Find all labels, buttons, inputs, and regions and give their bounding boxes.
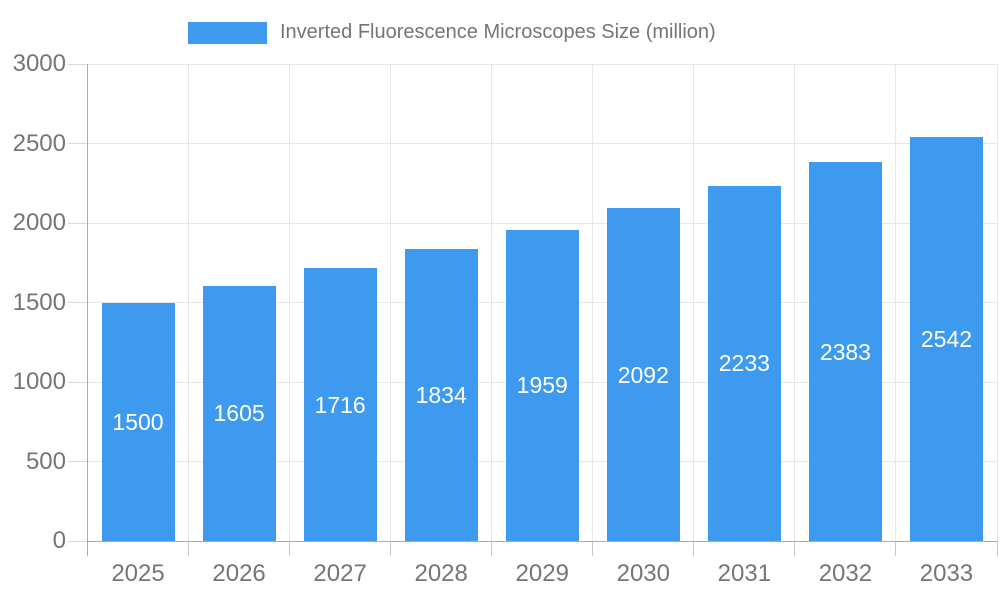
bar-2027[interactable] <box>303 268 377 541</box>
x-tick-label: 2029 <box>515 560 569 587</box>
y-axis-tick <box>68 381 88 383</box>
x-tick-label: 2028 <box>414 560 468 587</box>
y-tick-label: 1500 <box>12 288 66 316</box>
y-gridline <box>87 63 997 65</box>
x-gridline <box>693 64 695 541</box>
bar-2029[interactable] <box>505 229 579 541</box>
x-axis-tick <box>491 541 493 556</box>
y-axis-tick <box>68 302 88 303</box>
y-tick-label: 2000 <box>12 209 66 236</box>
y-tick-label: 1000 <box>12 368 66 395</box>
y-axis-tick <box>68 540 88 542</box>
bar-2028[interactable] <box>404 249 478 541</box>
x-tick-label: 2033 <box>919 560 974 587</box>
x-axis-tick <box>390 541 392 556</box>
bar-2033[interactable] <box>909 136 983 541</box>
x-axis-tick <box>693 541 695 556</box>
x-tick-label: 2032 <box>818 560 873 587</box>
bar-2025[interactable] <box>101 302 175 541</box>
legend-swatch <box>188 21 267 44</box>
x-tick-label: 2026 <box>212 560 266 587</box>
legend[interactable]: Inverted Fluorescence Microscopes Size (… <box>188 21 716 44</box>
bar-2031[interactable] <box>707 185 781 541</box>
y-tick-label: 500 <box>25 447 66 475</box>
x-axis-tick <box>188 541 190 556</box>
y-axis-tick <box>68 63 88 65</box>
bar-2026[interactable] <box>202 285 276 541</box>
y-gridline <box>87 143 997 144</box>
x-gridline <box>491 64 493 541</box>
legend-label: Inverted Fluorescence Microscopes Size (… <box>280 21 716 43</box>
y-tick-label: 2500 <box>12 129 66 157</box>
y-gridline <box>87 222 997 224</box>
x-gridline <box>895 64 897 541</box>
x-axis-tick <box>592 541 594 556</box>
x-axis-tick <box>895 541 897 556</box>
x-gridline <box>390 64 392 541</box>
bar-value-label: 1716 <box>314 391 366 418</box>
x-tick-label: 2030 <box>616 560 670 587</box>
bar-value-label: 2383 <box>819 338 871 365</box>
x-axis-tick <box>289 541 291 556</box>
x-gridline <box>794 64 796 541</box>
bar-value-label: 2233 <box>718 350 770 377</box>
y-axis-tick <box>68 222 88 224</box>
x-gridline <box>289 64 291 541</box>
y-axis-tick <box>68 461 88 462</box>
x-axis-tick <box>794 541 796 556</box>
y-tick-label: 3000 <box>12 50 66 77</box>
bar-value-label: 2542 <box>920 325 973 352</box>
y-axis-tick <box>68 143 88 144</box>
bar-2032[interactable] <box>808 162 882 541</box>
x-tick-label: 2027 <box>313 560 367 587</box>
x-axis-tick <box>996 541 998 556</box>
y-tick-label: 0 <box>52 527 66 554</box>
y-axis-line <box>86 64 88 556</box>
bar-2030[interactable] <box>606 208 680 541</box>
bar-value-label: 2092 <box>617 361 669 388</box>
x-gridline <box>996 64 998 541</box>
x-tick-label: 2031 <box>717 560 772 587</box>
bar-value-label: 1500 <box>112 408 164 435</box>
bar-value-label: 1834 <box>415 382 467 409</box>
bar-value-label: 1605 <box>213 400 265 427</box>
x-axis-line <box>86 540 997 542</box>
x-tick-label: 2025 <box>111 560 165 587</box>
x-gridline <box>592 64 594 541</box>
x-gridline <box>188 64 190 541</box>
bar-value-label: 1959 <box>516 372 568 399</box>
